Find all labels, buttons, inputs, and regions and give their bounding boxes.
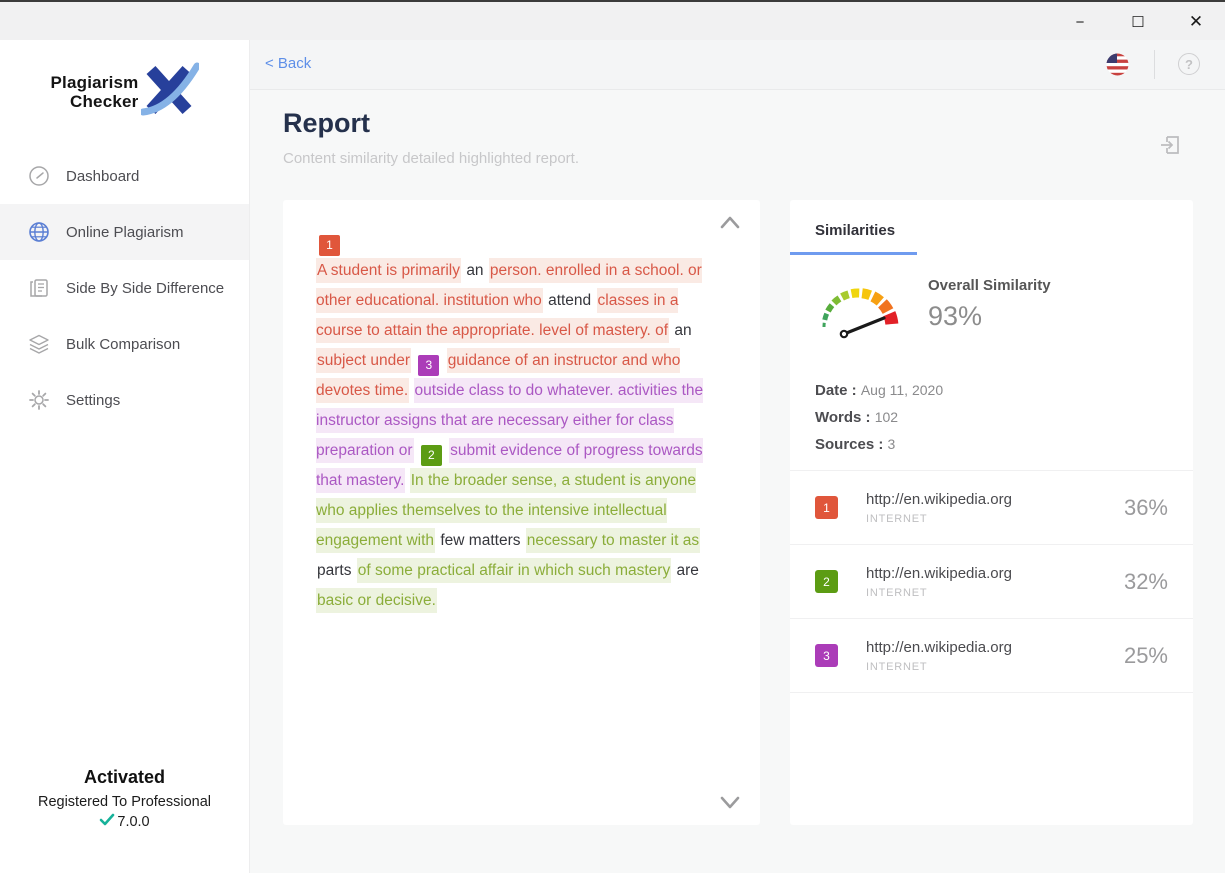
language-flag-icon[interactable] (1106, 53, 1129, 76)
unmatched-text: attend (548, 292, 592, 309)
side-by-side-icon (28, 277, 50, 299)
meta-row-sources: Sources : 3 (815, 431, 1168, 458)
back-button[interactable]: < Back (265, 55, 312, 72)
unmatched-text: an (466, 262, 484, 279)
source-type: INTERNET (866, 512, 928, 525)
source-type: INTERNET (866, 586, 928, 599)
source-percent: 36% (1123, 494, 1168, 520)
globe-icon (28, 221, 50, 243)
sidebar: Plagiarism Checker Dashboard Online Plagi… (0, 40, 250, 873)
app-logo: Plagiarism Checker (40, 62, 210, 118)
source-badge-3: 3 (815, 644, 838, 667)
activation-version: 7.0.0 (0, 813, 249, 831)
sidebar-item-label: Side By Side Difference (66, 279, 225, 297)
sources-list: 1 http://en.wikipedia.org INTERNET 36% 2 http… (790, 471, 1193, 693)
matched-text-source-2: necessary to master it as (525, 528, 701, 553)
activation-status: Activated (83, 767, 166, 787)
scroll-up-icon[interactable] (718, 214, 742, 230)
source-badge-1: 1 (815, 496, 838, 519)
meta-label: Sources : (815, 436, 888, 453)
gear-icon (28, 389, 50, 411)
sidebar-item-label: Bulk Comparison (66, 335, 181, 353)
sidebar-item-label: Settings (66, 391, 121, 409)
main-content: Report Content similarity detailed highl… (250, 90, 1225, 873)
sidebar-item-label: Online Plagiarism (66, 223, 184, 241)
tab-underline (790, 252, 917, 255)
page-subtitle: Content similarity detailed highlighted … (283, 150, 579, 167)
dashboard-icon (28, 165, 50, 187)
overall-similarity-value: 93% (928, 301, 983, 331)
unmatched-text: are (676, 562, 699, 579)
activation-registered: Registered To Professional (37, 794, 212, 810)
meta-label: Date : (815, 382, 861, 399)
sidebar-item-side-by-side-difference[interactable]: Side By Side Difference (0, 260, 249, 316)
help-icon[interactable]: ? (1178, 53, 1200, 75)
page-title: Report (283, 108, 370, 138)
activation-panel: Activated Registered To Professional 7.0… (0, 767, 249, 831)
source-url[interactable]: http://en.wikipedia.org (866, 638, 1012, 656)
unmatched-text: an (674, 322, 692, 339)
source-url[interactable]: http://en.wikipedia.org (866, 490, 1012, 508)
source-row-1[interactable]: 1 http://en.wikipedia.org INTERNET 36% (790, 471, 1193, 545)
source-badge-2: 2 (815, 570, 838, 593)
matched-text-source-1: A student is primarily (316, 258, 461, 283)
source-percent: 32% (1123, 568, 1168, 594)
meta-label: Words : (815, 409, 875, 426)
top-bar: < Back ? (250, 40, 1225, 90)
unmatched-text: few matters (440, 532, 521, 549)
sidebar-item-online-plagiarism[interactable]: Online Plagiarism (0, 204, 249, 260)
topbar-divider (1154, 50, 1155, 79)
source-type: INTERNET (866, 660, 928, 673)
source-marker-badge-3: 3 (418, 355, 440, 376)
unmatched-text: parts (317, 562, 352, 579)
window-title-bar: − ☐ ✕ (0, 0, 1225, 40)
source-info: http://en.wikipedia.org INTERNET (866, 491, 1124, 525)
overall-similarity-row: Overall Similarity 93% (790, 255, 1193, 341)
meta-divider (790, 470, 1193, 471)
overall-similarity-label: Overall Similarity (928, 277, 1051, 294)
minimize-button[interactable]: − (1075, 13, 1085, 31)
similarities-panel: Similarities (790, 200, 1193, 825)
app-logo-text: Plagiarism Checker (50, 73, 139, 111)
tab-similarities[interactable]: Similarities (815, 222, 896, 239)
meta-row-words: Words : 102 (815, 404, 1168, 431)
meta-row-date: Date : Aug 11, 2020 (815, 377, 1168, 404)
sidebar-item-settings[interactable]: Settings (0, 372, 249, 428)
maximize-button[interactable]: ☐ (1131, 14, 1145, 31)
close-button[interactable]: ✕ (1188, 12, 1204, 31)
source-info: http://en.wikipedia.org INTERNET (866, 639, 1124, 673)
source-marker-badge-2: 2 (420, 445, 442, 466)
source-url[interactable]: http://en.wikipedia.org (866, 564, 1012, 582)
sidebar-item-dashboard[interactable]: Dashboard (0, 148, 249, 204)
similarity-gauge-icon (810, 271, 906, 341)
check-icon (99, 813, 115, 831)
window-controls: − ☐ ✕ (1051, 2, 1225, 42)
matched-text-source-2: basic or decisive. (316, 588, 437, 613)
matched-text-source-1: subject under (316, 348, 412, 373)
layers-icon (28, 333, 50, 355)
app-logo-x-icon (139, 62, 200, 118)
source-row-2[interactable]: 2 http://en.wikipedia.org INTERNET 32% (790, 545, 1193, 619)
meta-value: 102 (874, 409, 899, 425)
report-meta: Date : Aug 11, 2020 Words : 102 Sources : … (790, 341, 1193, 458)
source-row-3[interactable]: 3 http://en.wikipedia.org INTERNET 25% (790, 619, 1193, 693)
source-percent: 25% (1123, 642, 1168, 668)
matched-text-source-2: of some practical affair in which such m… (356, 558, 672, 583)
export-report-icon[interactable] (1159, 134, 1181, 156)
sidebar-nav: Dashboard Online Plagiarism Side By Side D… (0, 148, 249, 428)
scroll-down-icon[interactable] (718, 795, 742, 811)
sidebar-item-bulk-comparison[interactable]: Bulk Comparison (0, 316, 249, 372)
meta-value: 3 (887, 436, 896, 452)
source-marker-badge-1: 1 (319, 235, 340, 256)
sidebar-item-label: Dashboard (66, 167, 140, 185)
meta-value: Aug 11, 2020 (860, 382, 944, 398)
source-info: http://en.wikipedia.org INTERNET (866, 565, 1124, 599)
